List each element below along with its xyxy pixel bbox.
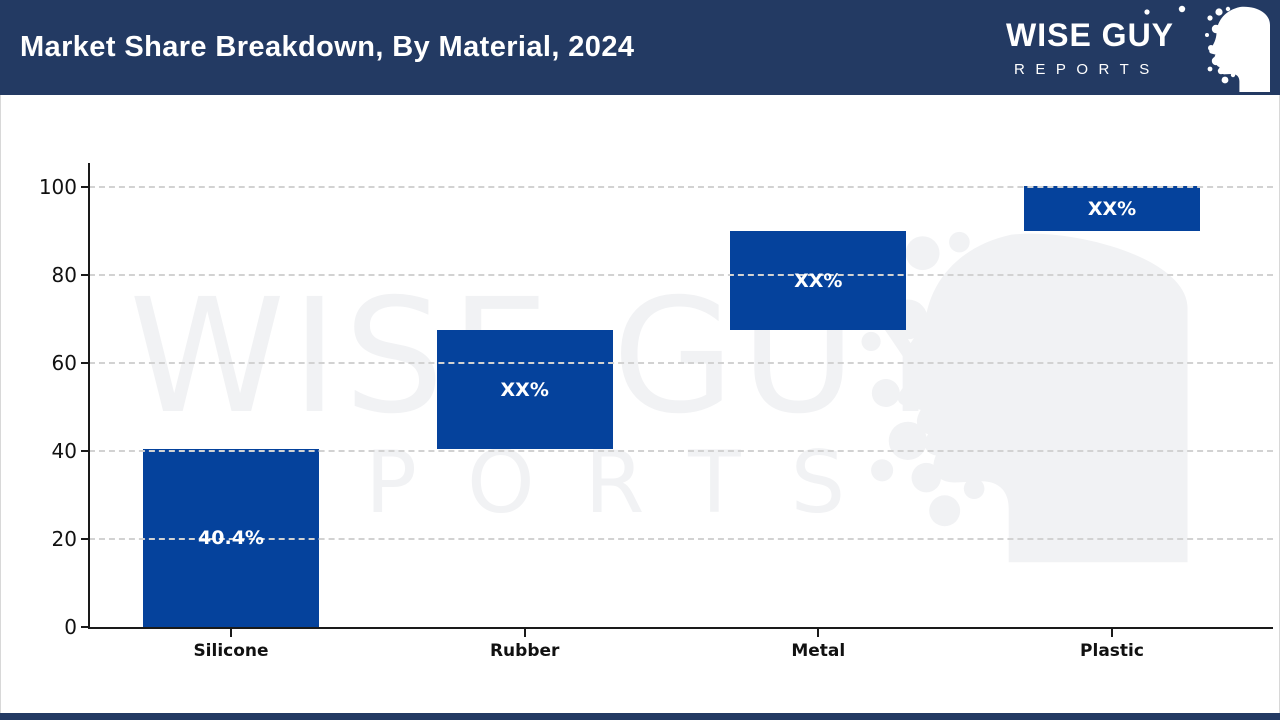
logo-dot-icon — [1178, 5, 1186, 13]
bar-plastic — [1024, 185, 1200, 232]
y-tick-label-0: 0 — [64, 615, 77, 639]
wiseguy-logo: WISE GUY REPORTS — [1006, 5, 1270, 92]
logo-subtext: REPORTS — [1014, 61, 1160, 78]
bottom-accent-bar — [0, 713, 1280, 720]
y-tick-label-80: 80 — [51, 263, 77, 287]
y-tick-label-100: 100 — [38, 175, 77, 199]
watermark-face-icon — [861, 231, 1188, 563]
gridline-100 — [89, 186, 1273, 188]
gridline-40 — [89, 450, 1273, 452]
x-axis-label-plastic: Plastic — [1080, 641, 1144, 661]
y-tick-20 — [81, 538, 89, 540]
x-axis-line — [88, 627, 1273, 629]
y-tick-label-40: 40 — [51, 439, 77, 463]
y-tick-100 — [81, 186, 89, 188]
page-title: Market Share Breakdown, By Material, 202… — [20, 31, 635, 63]
logo-dot-icon — [1144, 9, 1150, 15]
x-axis-label-silicone: Silicone — [193, 641, 269, 661]
x-tick-plastic — [1111, 629, 1113, 637]
y-tick-0 — [81, 626, 89, 628]
logo-face-icon — [1205, 6, 1270, 92]
x-tick-metal — [817, 629, 820, 637]
y-tick-label-60: 60 — [51, 351, 77, 375]
y-tick-80 — [81, 274, 89, 276]
bar-value-label-rubber: XX% — [500, 378, 549, 401]
gridline-60 — [89, 362, 1273, 364]
gridline-80 — [89, 274, 1273, 276]
x-axis-label-metal: Metal — [791, 641, 846, 661]
header-banner: Market Share Breakdown, By Material, 202… — [0, 0, 1280, 95]
chart-area: WISE GUY REPORTS 0 20 40 60 80 100 40.4% Silico… — [0, 95, 1280, 714]
bar-value-label-silicone: 40.4% — [198, 527, 264, 550]
bar-value-label-metal: XX% — [794, 269, 843, 292]
y-tick-40 — [81, 450, 89, 452]
logo-wordmark: WISE GUY — [1006, 17, 1174, 53]
x-tick-rubber — [523, 629, 526, 637]
bar-value-label-plastic: XX% — [1087, 197, 1137, 220]
y-axis-line — [88, 163, 90, 629]
y-tick-60 — [81, 362, 89, 364]
bar-metal — [730, 231, 907, 331]
bar-rubber — [436, 330, 613, 450]
gridline-20 — [89, 538, 1273, 540]
x-tick-silicone — [230, 629, 232, 637]
y-tick-label-20: 20 — [51, 527, 77, 551]
x-axis-label-rubber: Rubber — [489, 641, 560, 661]
